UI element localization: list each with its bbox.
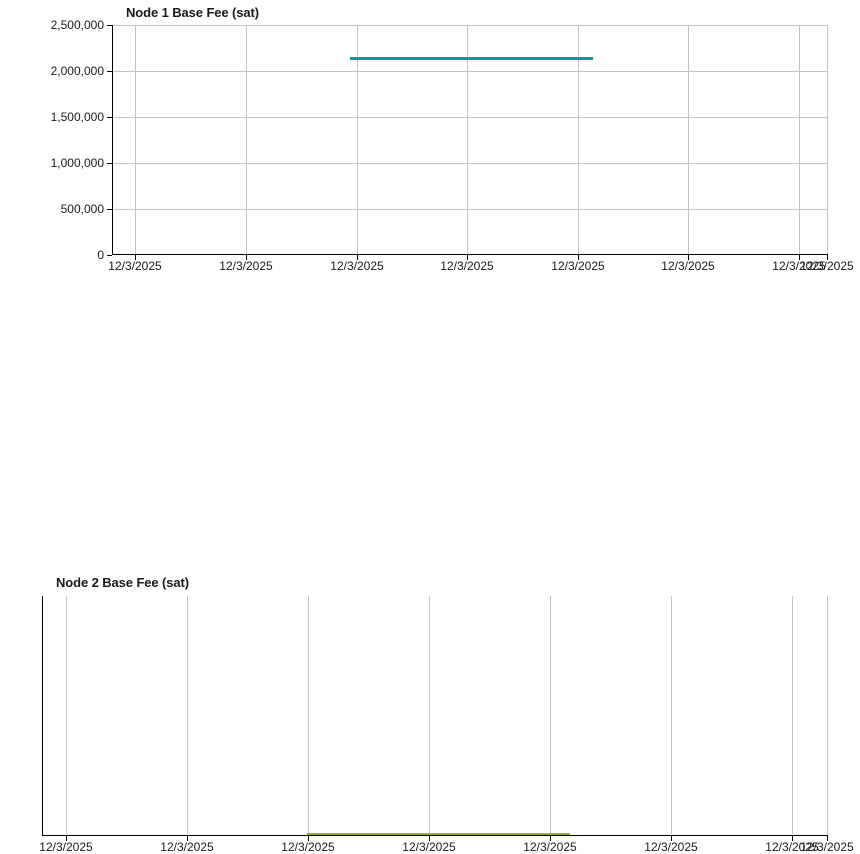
x-axis-label: 12/3/2025 [402,840,456,854]
y-tick [107,209,112,210]
gridline-vertical [827,596,828,836]
x-axis-node-1 [112,254,828,255]
chart-title-node-2: Node 2 Base Fee (sat) [56,575,190,590]
gridline-horizontal [112,117,828,118]
x-axis-label: 12/3/2025 [551,259,605,273]
gridline-vertical [135,25,136,255]
x-axis-label: 12/3/2025 [108,259,162,273]
chart-panel-node-2: Node 2 Base Fee (sat) 12/3/2025 12/3/202… [0,288,860,854]
y-axis-label: 0 [97,248,104,262]
y-axis-node-1 [112,25,113,255]
gridline-vertical [467,25,468,255]
gridline-vertical [578,25,579,255]
gridline-vertical [799,25,800,255]
y-axis-label: 2,500,000 [50,18,104,32]
gridline-vertical [187,596,188,836]
x-axis-label: 12/3/2025 [661,259,715,273]
gridline-horizontal [112,163,828,164]
x-tick [357,255,358,260]
y-tick [107,25,112,26]
gridline-vertical [66,596,67,836]
x-axis-label: 12/3/2025 [219,259,273,273]
gridline-vertical [827,25,828,255]
y-axis-label: 2,000,000 [50,64,104,78]
gridline-vertical [671,596,672,836]
y-axis-label: 500,000 [60,202,104,216]
y-axis-label: 1,500,000 [50,110,104,124]
x-axis-label: 12/3/2025 [800,840,854,854]
x-tick [688,255,689,260]
plot-area-node-1: 2,500,000 2,000,000 1,500,000 1,000,000 … [51,18,854,273]
gridline-vertical [792,596,793,836]
x-axis-label: 12/3/2025 [281,840,335,854]
x-axis-node-2 [42,835,828,836]
gridline-vertical [246,25,247,255]
x-axis-label: 12/3/2025 [772,259,826,273]
y-tick [107,71,112,72]
series-line-node-1 [350,57,593,60]
x-axis-label: 12/3/2025 [330,259,384,273]
chart-panel-node-1: Node 1 Base Fee (sat) 2,500,000 2,000,00… [0,0,860,288]
y-tick [107,163,112,164]
x-tick [467,255,468,260]
gridline-vertical [550,596,551,836]
x-axis-label: 12/3/2025 [440,259,494,273]
x-axis-label: 12/3/2025 [523,840,577,854]
gridline-vertical [688,25,689,255]
x-tick [578,255,579,260]
y-tick [107,255,112,256]
gridline-horizontal [112,25,828,26]
gridline-vertical [429,596,430,836]
y-tick [107,117,112,118]
x-tick [827,255,828,260]
x-axis-label: 12/3/2025 [644,840,698,854]
x-axis-label: 12/3/2025 [800,259,854,273]
gridline-horizontal [112,209,828,210]
x-tick [135,255,136,260]
y-axis-node-2 [42,596,43,836]
gridline-horizontal [112,71,828,72]
x-axis-label: 12/3/2025 [160,840,214,854]
chart-title-node-1: Node 1 Base Fee (sat) [126,5,260,20]
x-tick [799,255,800,260]
gridline-vertical [308,596,309,836]
y-axis-label: 1,000,000 [50,156,104,170]
x-axis-label: 12/3/2025 [39,840,93,854]
gridline-vertical [357,25,358,255]
plot-area-node-2: 12/3/2025 12/3/2025 12/3/2025 12/3/2025 … [39,596,854,854]
x-tick [246,255,247,260]
